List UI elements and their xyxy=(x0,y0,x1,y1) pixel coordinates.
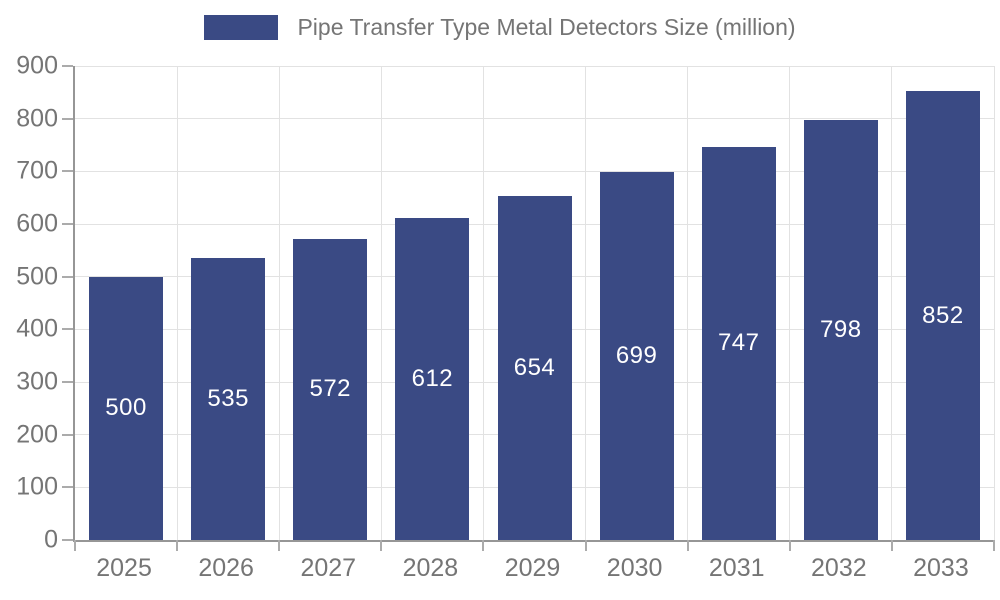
v-gridline xyxy=(687,66,689,540)
chart-legend[interactable]: Pipe Transfer Type Metal Detectors Size … xyxy=(0,14,1000,41)
bar-value-label: 747 xyxy=(717,329,760,357)
h-gridline xyxy=(75,65,994,67)
y-axis-tick xyxy=(62,65,73,67)
y-tick-label: 800 xyxy=(16,104,58,133)
bar-value-label: 852 xyxy=(922,301,964,329)
bar-value-label: 572 xyxy=(309,375,352,403)
v-gridline xyxy=(993,66,995,540)
x-tick-label: 2030 xyxy=(606,554,663,582)
x-axis-tick xyxy=(176,540,179,551)
v-gridline xyxy=(891,66,893,540)
x-axis-tick xyxy=(482,540,485,551)
y-axis-tick xyxy=(62,170,73,173)
bar-value-label: 500 xyxy=(105,394,147,422)
bar-value-label: 654 xyxy=(513,353,556,381)
bar: 612 xyxy=(395,217,470,540)
x-tick-label: 2031 xyxy=(708,554,765,582)
plot-area: 500 535 572 612 654 699 747 798 852 xyxy=(62,65,995,551)
bar: 572 xyxy=(293,238,368,540)
x-axis-tick xyxy=(686,540,689,551)
bar: 654 xyxy=(497,195,572,540)
y-axis-tick xyxy=(62,275,73,278)
bar-value-label: 535 xyxy=(207,385,249,413)
bar: 535 xyxy=(191,258,266,540)
bar-value-label: 699 xyxy=(615,341,658,369)
h-gridline xyxy=(75,118,994,120)
y-tick-label: 500 xyxy=(16,262,58,291)
v-gridline xyxy=(789,66,791,540)
y-tick-label: 400 xyxy=(16,314,58,343)
v-gridline xyxy=(380,66,382,540)
y-axis-tick xyxy=(62,486,73,489)
x-tick-label: 2027 xyxy=(300,554,357,582)
y-axis-tick xyxy=(62,117,73,120)
bar-value-label: 798 xyxy=(820,315,862,343)
x-tick-label: 2028 xyxy=(402,554,459,582)
y-tick-label: 900 xyxy=(16,51,58,80)
bar-value-label: 612 xyxy=(411,364,454,392)
x-axis-tick xyxy=(380,540,383,551)
x-tick-label: 2032 xyxy=(811,554,867,582)
v-gridline xyxy=(176,66,178,540)
x-axis-tick xyxy=(278,540,281,551)
x-axis-labels: 2025 2026 2027 2028 2029 2030 2031 2032 2033 xyxy=(73,554,992,588)
x-axis-tick xyxy=(993,540,995,551)
bar: 699 xyxy=(599,171,674,540)
y-tick-label: 0 xyxy=(44,525,58,554)
y-axis-tick xyxy=(62,223,73,225)
y-tick-label: 600 xyxy=(16,209,58,238)
x-axis-tick xyxy=(890,540,893,551)
y-axis-tick xyxy=(62,433,73,436)
y-tick-label: 200 xyxy=(16,420,58,449)
bar: 852 xyxy=(905,91,980,540)
y-axis-labels: 0 100 200 300 400 500 600 700 800 900 xyxy=(0,52,58,554)
x-tick-label: 2025 xyxy=(96,554,152,582)
bar: 798 xyxy=(803,119,878,540)
bar: 747 xyxy=(701,146,776,540)
x-axis-tick xyxy=(584,540,587,551)
y-tick-label: 100 xyxy=(16,472,58,501)
x-tick-label: 2026 xyxy=(198,554,254,582)
bar: 500 xyxy=(89,276,164,540)
h-gridline xyxy=(75,170,994,172)
y-axis-tick xyxy=(62,381,73,383)
legend-label: Pipe Transfer Type Metal Detectors Size … xyxy=(297,14,796,40)
x-tick-label: 2033 xyxy=(913,554,969,582)
v-gridline xyxy=(482,66,484,540)
v-gridline xyxy=(585,66,587,540)
y-tick-label: 300 xyxy=(16,367,58,396)
v-gridline xyxy=(278,66,280,540)
legend-swatch xyxy=(204,15,279,40)
y-axis-tick xyxy=(62,328,73,331)
x-tick-label: 2029 xyxy=(504,554,561,582)
y-tick-label: 700 xyxy=(16,156,58,185)
x-axis-tick xyxy=(74,540,76,551)
y-axis-tick xyxy=(62,539,73,541)
x-axis-tick xyxy=(788,540,791,551)
